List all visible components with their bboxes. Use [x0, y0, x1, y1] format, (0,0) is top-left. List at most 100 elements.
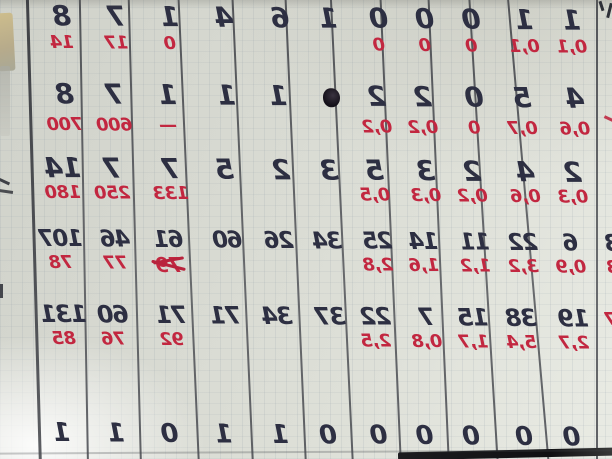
entry-red-value: 133	[152, 182, 190, 204]
entry-red-value: 0	[163, 32, 177, 54]
ledger-cell: 3	[306, 153, 353, 228]
entry-black-value: 1	[53, 418, 71, 448]
entry-red-value: 0,5	[359, 184, 391, 206]
entry-red-value: 0,6	[510, 186, 541, 207]
ledger-cell: 6 0,9	[547, 230, 595, 307]
entry-red-value: 1,7	[458, 331, 489, 353]
ledger-cell: 7 600	[88, 77, 141, 153]
ledger-cell: 107 78	[36, 226, 86, 302]
ledger-cell: 14 1,6	[400, 229, 448, 305]
entry-red-value: 92	[159, 328, 185, 350]
entry-black-value: 2	[272, 152, 291, 186]
entry-red-value: 2,5	[360, 330, 392, 352]
entry-black-value: 3	[605, 231, 612, 257]
entry-red-value: 0	[468, 117, 481, 139]
entry-red-value: 600	[96, 114, 133, 136]
entry-red-value: 1,2	[460, 255, 491, 277]
entry-black-value: 1	[562, 3, 582, 37]
entry-red-value: 17	[104, 32, 129, 54]
ledger-column-P2: 1 0,1 4 0,6 2 0,3 6 0,9 19 2,7 0	[547, 0, 599, 459]
top-shadow	[0, 0, 612, 9]
entry-black-value: 61	[154, 226, 184, 253]
entry-black-value: 0	[515, 422, 534, 452]
entry-black-value: 2	[463, 154, 482, 188]
entry-black-value: 8	[55, 77, 75, 110]
entry-red-value: 0,3	[557, 186, 589, 208]
ledger-cell: 1	[200, 78, 254, 153]
entry-red-value: 3	[606, 257, 612, 278]
ledger-cell: 0	[305, 420, 352, 459]
entry-black-value: 3	[320, 153, 339, 187]
entry-black-value: 7	[419, 303, 435, 332]
entry-red-value: 0,9	[555, 256, 587, 278]
entry-red-value: 3,2	[508, 256, 539, 277]
ledger-cell: 34	[251, 302, 304, 390]
entry-red-value: 0,8	[411, 331, 443, 353]
entry-black-value: 71	[156, 300, 188, 329]
entry-black-value: 34	[313, 228, 343, 255]
entry-red-value: 700	[46, 114, 84, 135]
entry-black-value: 14	[409, 229, 439, 256]
entry-black-value: 6	[563, 230, 579, 257]
ledger-cell	[308, 82, 355, 154]
ledger-cell: 71 92	[143, 300, 201, 389]
ledger-cell: 2 0,2	[353, 80, 401, 155]
ledger-cell	[599, 7, 612, 77]
page-edge-streak	[0, 66, 10, 136]
entry-black-value: 0	[462, 421, 481, 452]
ledger-cell: 8 14	[37, 0, 87, 72]
entry-black-value: 26	[265, 227, 295, 254]
ledger-column-P11: 7 17 7 600 7 250 46 77 60 76 1	[86, 0, 143, 459]
ledger-cell: 7	[596, 307, 612, 393]
entry-black-value: 38	[506, 304, 537, 332]
ledger-cell: 3 0,3	[402, 154, 450, 229]
ledger-cell: 1 0,1	[548, 3, 596, 77]
entry-red-value: 0,7	[507, 118, 538, 139]
entry-red-value: 7	[604, 309, 612, 330]
ledger-column-P4: 0 0 0 0 2 0,2 11 1,2 15 1,7 0	[447, 0, 499, 459]
ledger-column-P8: 6 1 2 26 34 1	[251, 0, 307, 459]
ledger-cell: 4 0,6	[551, 82, 599, 157]
entry-black-value: 22	[360, 302, 392, 331]
ledger-cell: 22 3,2	[498, 230, 549, 306]
entry-black-value: 1	[269, 78, 288, 112]
ledger-cell: 1 0,1	[499, 3, 550, 76]
entry-black-value: 1	[158, 77, 178, 111]
entry-black-value: 7	[103, 151, 122, 185]
ledger-cell: 4 0,6	[500, 155, 551, 230]
ledger-cell: 5 0,7	[497, 81, 548, 156]
entry-red-value: 2,8	[362, 254, 394, 276]
ledger-cell: 38 5,4	[496, 304, 547, 392]
entry-black-value: 1	[107, 418, 126, 449]
entry-red-value: 2,7	[558, 332, 590, 354]
ledger-cell: 7 250	[86, 151, 139, 227]
ledger-cell: 46 77	[89, 227, 142, 303]
ledger-cell: 34	[304, 228, 351, 304]
ledger-cell: 7 17	[90, 0, 143, 73]
ledger-cell: 25 2,8	[354, 229, 402, 305]
entry-red-value: 0	[418, 35, 432, 57]
ledger-cell: 4	[197, 0, 251, 73]
entry-red-value: 250	[94, 182, 131, 204]
ledger-cell: 37	[307, 302, 354, 390]
entry-black-value: 2	[413, 80, 433, 114]
entry-black-value: 7	[105, 77, 124, 111]
ledger-column-P1: 33 7	[597, 0, 612, 459]
ledger-cell: 8 700	[40, 77, 90, 152]
entry-black-value: 0	[415, 2, 435, 36]
entry-black-value: 5	[365, 153, 385, 187]
entry-black-value: 0	[370, 420, 388, 451]
entry-black-value: 1	[515, 3, 534, 36]
entry-black-value: 131	[41, 300, 87, 328]
entry-black-value: 14	[44, 151, 82, 184]
entry-red-value: 0	[372, 34, 386, 56]
entry-black-value: 0	[416, 421, 434, 452]
ledger-cell: 0	[355, 420, 403, 459]
ink-blot	[323, 88, 340, 108]
